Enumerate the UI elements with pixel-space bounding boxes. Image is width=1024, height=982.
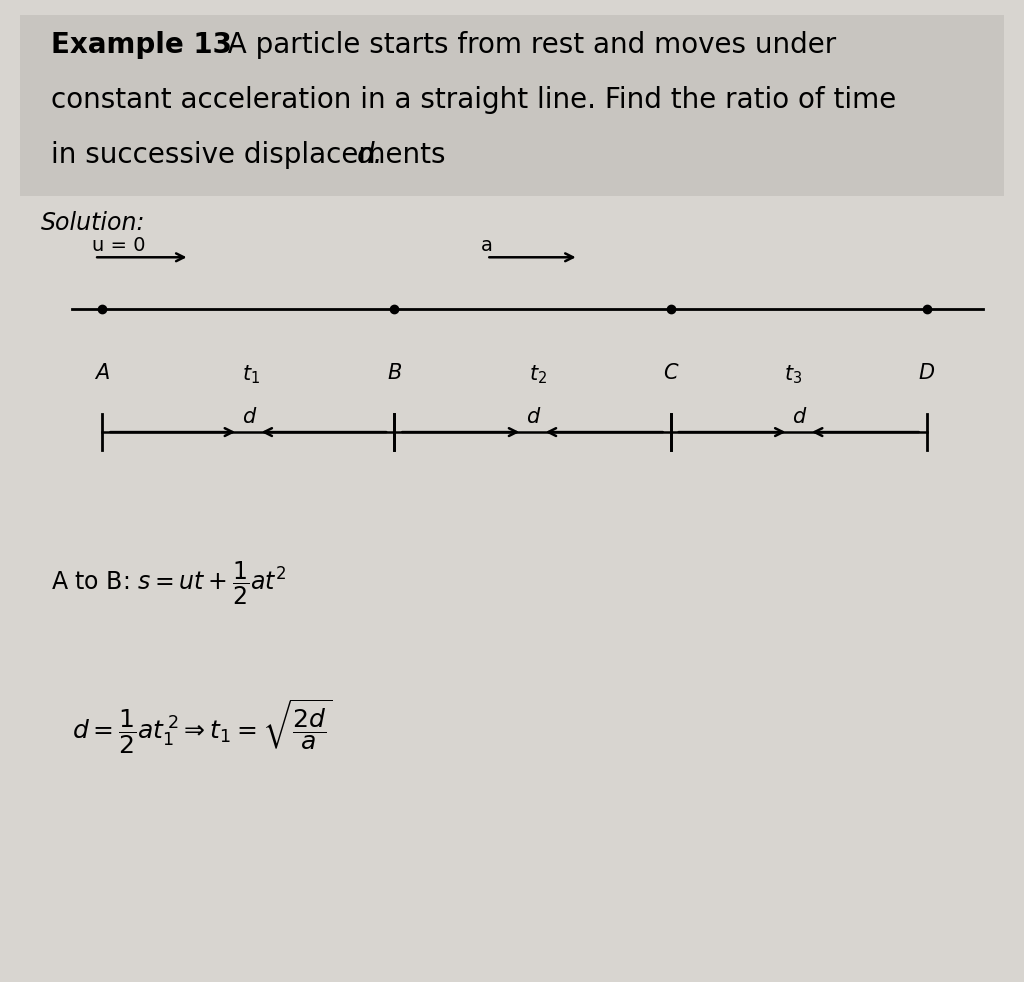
Text: u = 0: u = 0	[92, 236, 145, 254]
Text: $t_2$: $t_2$	[528, 363, 547, 386]
Text: in successive displacements: in successive displacements	[51, 141, 455, 170]
Text: A to B: $s = ut + \dfrac{1}{2}at^2$: A to B: $s = ut + \dfrac{1}{2}at^2$	[51, 560, 287, 607]
Text: Example 13: Example 13	[51, 31, 232, 60]
Text: B: B	[387, 363, 401, 383]
Text: d: d	[242, 408, 255, 427]
Text: $t_1$: $t_1$	[242, 363, 260, 386]
Text: C: C	[664, 363, 678, 383]
Text: d: d	[793, 408, 805, 427]
Text: $t_3$: $t_3$	[784, 363, 803, 386]
Text: Solution:: Solution:	[41, 211, 145, 235]
FancyBboxPatch shape	[20, 15, 1004, 196]
Text: a: a	[481, 236, 494, 254]
Text: d: d	[526, 408, 539, 427]
Text: A: A	[95, 363, 110, 383]
Text: D: D	[919, 363, 935, 383]
Text: A particle starts from rest and moves under: A particle starts from rest and moves un…	[210, 31, 837, 60]
Text: d.: d.	[356, 141, 383, 170]
Text: $d = \dfrac{1}{2}at_1^{\,2} \Rightarrow t_1 = \sqrt{\dfrac{2d}{a}}$: $d = \dfrac{1}{2}at_1^{\,2} \Rightarrow …	[72, 697, 332, 756]
Text: constant acceleration in a straight line. Find the ratio of time: constant acceleration in a straight line…	[51, 86, 896, 115]
